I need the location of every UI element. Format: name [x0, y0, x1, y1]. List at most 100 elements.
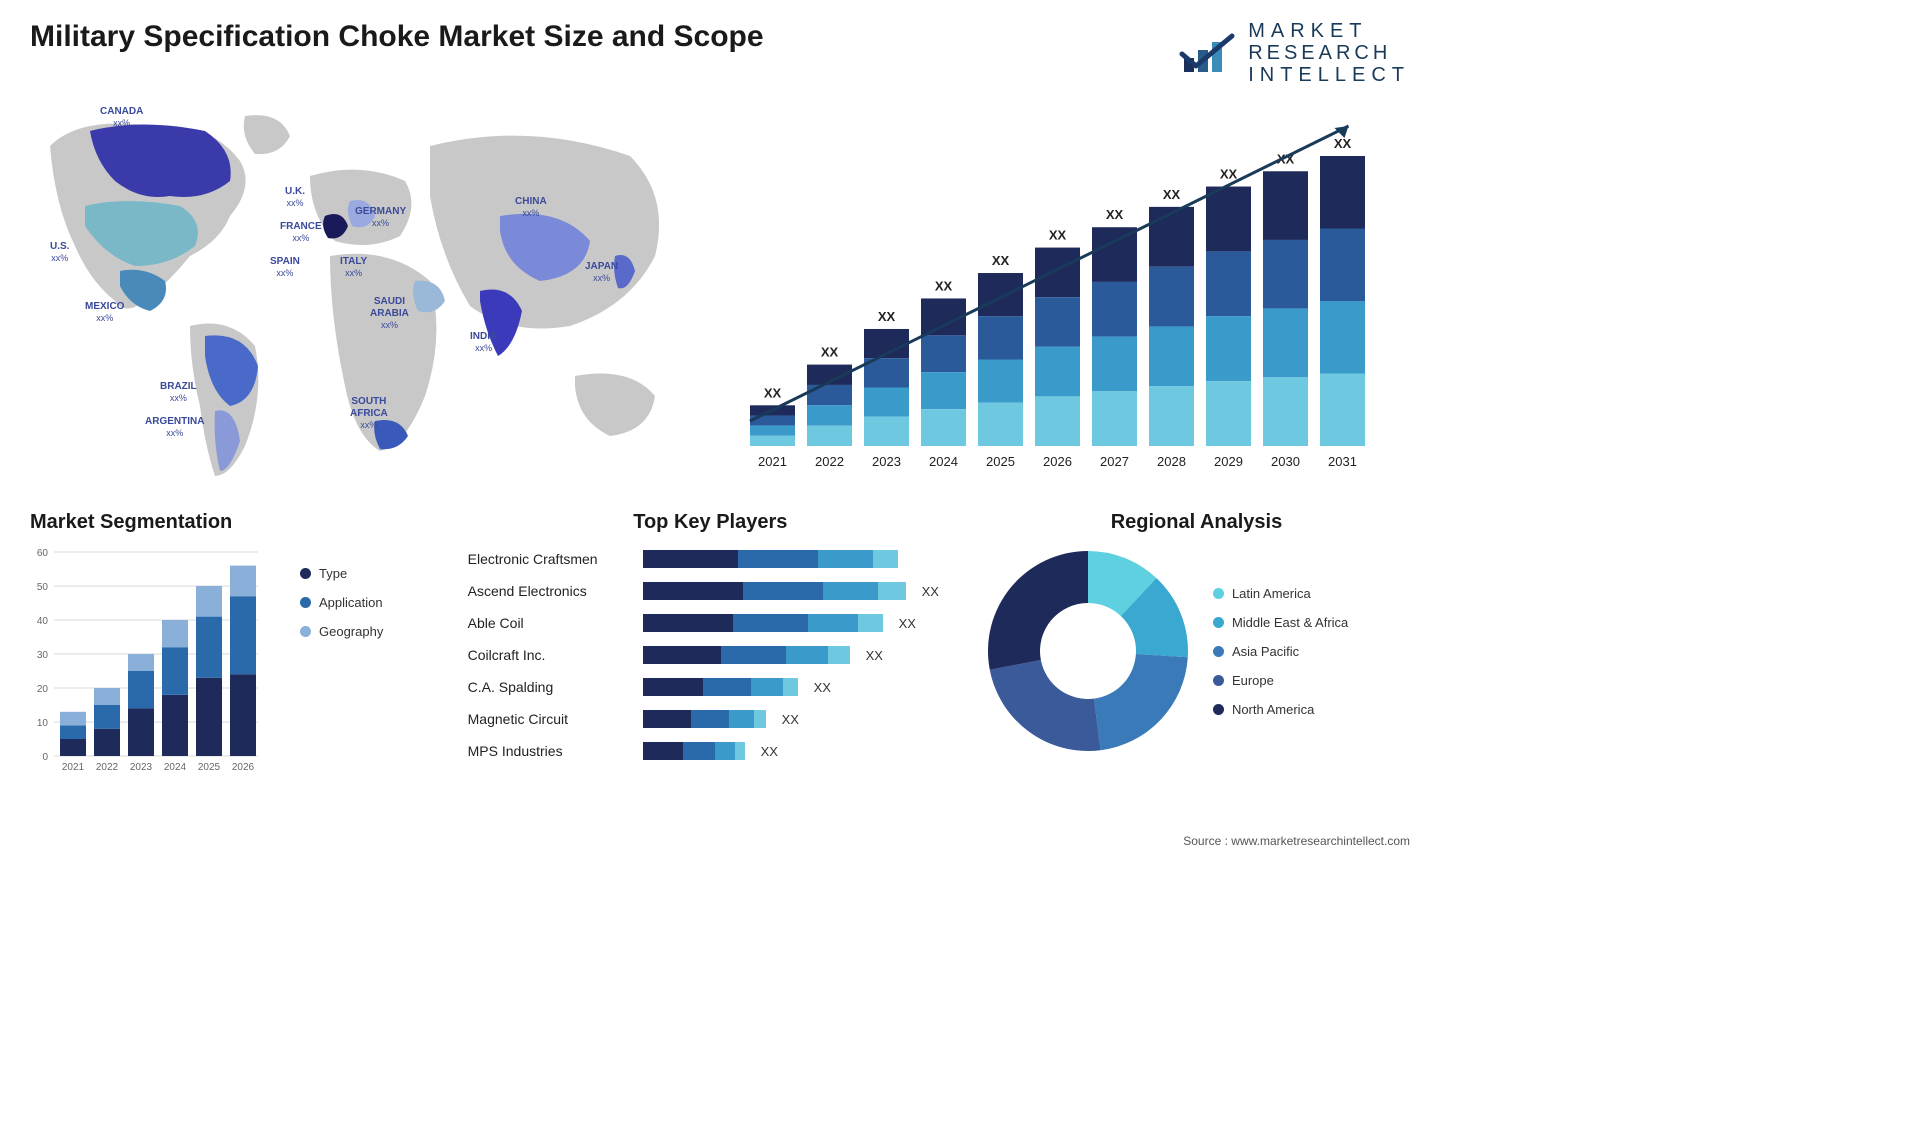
svg-text:XX: XX: [878, 309, 896, 324]
source-attribution: Source : www.marketresearchintellect.com: [1183, 834, 1410, 848]
svg-text:XX: XX: [821, 345, 839, 360]
player-bar-seg: [754, 710, 766, 728]
player-value: XX: [899, 616, 916, 631]
player-bar: [643, 646, 850, 664]
svg-text:0: 0: [42, 752, 48, 763]
svg-text:XX: XX: [1334, 136, 1352, 151]
svg-text:2022: 2022: [815, 454, 844, 469]
page-title: Military Specification Choke Market Size…: [30, 20, 764, 54]
svg-text:XX: XX: [992, 253, 1010, 268]
map-label-us: U.S.xx%: [50, 241, 69, 265]
player-value: XX: [761, 744, 778, 759]
svg-text:2023: 2023: [872, 454, 901, 469]
player-bar-seg: [808, 614, 858, 632]
legend-dot: [1213, 704, 1224, 715]
legend-dot: [1213, 588, 1224, 599]
player-bar-seg: [878, 582, 906, 600]
player-row: Coilcraft Inc.XX: [468, 642, 953, 668]
player-name: Ascend Electronics: [468, 583, 633, 599]
svg-text:2031: 2031: [1328, 454, 1357, 469]
svg-text:2027: 2027: [1100, 454, 1129, 469]
players-panel: Top Key Players Electronic CraftsmenAsce…: [468, 511, 953, 791]
logo-icon: [1178, 28, 1238, 78]
svg-text:XX: XX: [1220, 167, 1238, 182]
legend-label: Latin America: [1232, 586, 1311, 601]
player-name: Magnetic Circuit: [468, 711, 633, 727]
player-bar-seg: [786, 646, 828, 664]
legend-label: North America: [1232, 702, 1314, 717]
map-label-southafrica: SOUTHAFRICAxx%: [350, 396, 388, 432]
player-bar: [643, 550, 898, 568]
svg-text:10: 10: [37, 718, 49, 729]
player-bar-seg: [703, 678, 751, 696]
logo-line1: MARKET: [1248, 20, 1410, 42]
svg-text:30: 30: [37, 650, 49, 661]
player-value: XX: [814, 680, 831, 695]
player-row: Magnetic CircuitXX: [468, 706, 953, 732]
map-label-brazil: BRAZILxx%: [160, 381, 197, 405]
legend-label: Europe: [1232, 673, 1274, 688]
svg-text:XX: XX: [1163, 187, 1181, 202]
legend-dot: [300, 597, 311, 608]
player-row: Able Coil XX: [468, 610, 953, 636]
player-bar-seg: [818, 550, 873, 568]
map-label-argentina: ARGENTINAxx%: [145, 416, 204, 440]
player-name: C.A. Spalding: [468, 679, 633, 695]
svg-text:XX: XX: [1106, 207, 1124, 222]
map-label-mexico: MEXICOxx%: [85, 301, 124, 325]
player-bar-seg: [735, 742, 745, 760]
growth-chart-panel: XX2021XX2022XX2023XX2024XX2025XX2026XX20…: [730, 106, 1410, 486]
regional-legend-item: Middle East & Africa: [1213, 615, 1348, 630]
regional-legend-item: Europe: [1213, 673, 1348, 688]
regional-legend-item: Asia Pacific: [1213, 644, 1348, 659]
svg-text:2021: 2021: [758, 454, 787, 469]
legend-dot: [1213, 675, 1224, 686]
seg-legend-application: Application: [300, 595, 383, 610]
svg-text:20: 20: [37, 684, 49, 695]
legend-label: Geography: [319, 624, 383, 639]
map-label-india: INDIAxx%: [470, 331, 497, 355]
map-label-canada: CANADAxx%: [100, 106, 143, 130]
player-name: MPS Industries: [468, 743, 633, 759]
seg-legend-geography: Geography: [300, 624, 383, 639]
player-value: XX: [866, 648, 883, 663]
legend-dot: [300, 568, 311, 579]
legend-label: Middle East & Africa: [1232, 615, 1348, 630]
player-name: Able Coil: [468, 615, 633, 631]
regional-legend-item: North America: [1213, 702, 1348, 717]
player-bar-seg: [743, 582, 823, 600]
logo-line2: RESEARCH: [1248, 42, 1410, 64]
svg-text:2024: 2024: [164, 762, 187, 773]
players-list: Electronic Craftsmen Ascend Electronics XX…: [468, 546, 953, 764]
map-label-japan: JAPANxx%: [585, 261, 618, 285]
player-bar-seg: [733, 614, 808, 632]
player-bar-seg: [738, 550, 818, 568]
legend-label: Type: [319, 566, 347, 581]
svg-text:2026: 2026: [232, 762, 255, 773]
player-bar-seg: [643, 582, 743, 600]
svg-text:2021: 2021: [62, 762, 85, 773]
player-bar-seg: [823, 582, 878, 600]
map-label-italy: ITALYxx%: [340, 256, 367, 280]
player-bar: [643, 742, 745, 760]
player-bar: [643, 614, 883, 632]
regional-title: Regional Analysis: [983, 511, 1410, 534]
player-bar-seg: [783, 678, 798, 696]
player-bar: [643, 678, 798, 696]
player-row: C.A. Spalding XX: [468, 674, 953, 700]
legend-dot: [1213, 617, 1224, 628]
player-row: Electronic Craftsmen: [468, 546, 953, 572]
player-bar: [643, 582, 906, 600]
segmentation-chart: 0102030405060202120222023202420252026: [30, 546, 280, 776]
player-bar-seg: [873, 550, 898, 568]
regional-donut-chart: [983, 546, 1193, 756]
player-bar-seg: [828, 646, 850, 664]
svg-text:2025: 2025: [986, 454, 1015, 469]
svg-text:XX: XX: [935, 278, 953, 293]
segmentation-title: Market Segmentation: [30, 511, 438, 534]
player-bar-seg: [729, 710, 754, 728]
world-map-panel: CANADAxx% U.S.xx% MEXICOxx% BRAZILxx% ARGENT…: [30, 106, 690, 486]
player-bar-seg: [715, 742, 735, 760]
player-bar-seg: [643, 742, 683, 760]
svg-text:50: 50: [37, 582, 49, 593]
